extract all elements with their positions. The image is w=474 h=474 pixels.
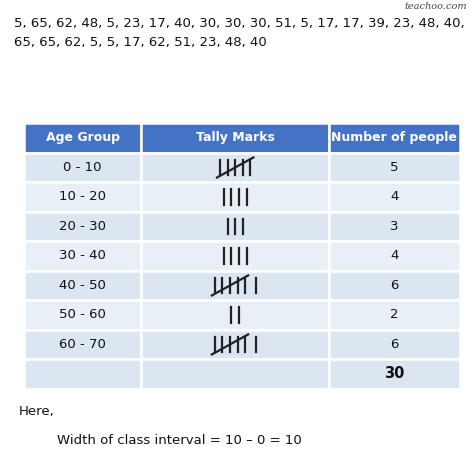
Text: Tally Marks: Tally Marks — [196, 131, 274, 145]
Text: Here,: Here, — [19, 405, 55, 418]
Bar — [329, 241, 460, 271]
Bar — [24, 212, 141, 241]
Bar — [329, 300, 460, 330]
Text: 10 - 20: 10 - 20 — [59, 191, 106, 203]
Bar — [24, 241, 141, 271]
Text: 6: 6 — [390, 338, 399, 351]
Bar — [24, 271, 141, 300]
Bar — [329, 271, 460, 300]
Bar — [24, 330, 141, 359]
Text: 5, 65, 62, 48, 5, 23, 17, 40, 30, 30, 30, 51, 5, 17, 17, 39, 23, 48, 40,: 5, 65, 62, 48, 5, 23, 17, 40, 30, 30, 30… — [14, 17, 465, 29]
Text: Age Group: Age Group — [46, 131, 119, 145]
Text: 30: 30 — [384, 366, 404, 382]
Text: 4: 4 — [390, 191, 399, 203]
Text: 5: 5 — [390, 161, 399, 174]
Bar — [329, 123, 460, 153]
Bar — [329, 212, 460, 241]
Bar — [141, 271, 329, 300]
Bar — [141, 123, 329, 153]
Bar — [329, 359, 460, 389]
Text: 30 - 40: 30 - 40 — [59, 249, 106, 263]
Bar — [141, 212, 329, 241]
Bar — [141, 359, 329, 389]
Bar — [141, 241, 329, 271]
Bar — [24, 153, 141, 182]
Text: Width of class interval = 10 – 0 = 10: Width of class interval = 10 – 0 = 10 — [57, 434, 301, 447]
Text: teachoo.com: teachoo.com — [404, 2, 467, 11]
Bar — [141, 153, 329, 182]
Bar — [141, 300, 329, 330]
Bar — [24, 300, 141, 330]
Text: 2: 2 — [390, 309, 399, 321]
Text: 0 - 10: 0 - 10 — [64, 161, 102, 174]
Text: 6: 6 — [390, 279, 399, 292]
Text: 4: 4 — [390, 249, 399, 263]
Bar — [24, 123, 141, 153]
Bar — [141, 182, 329, 212]
Text: 60 - 70: 60 - 70 — [59, 338, 106, 351]
Text: 40 - 50: 40 - 50 — [59, 279, 106, 292]
Text: 50 - 60: 50 - 60 — [59, 309, 106, 321]
Text: Number of people: Number of people — [331, 131, 457, 145]
Bar — [24, 182, 141, 212]
Text: 3: 3 — [390, 220, 399, 233]
Text: 20 - 30: 20 - 30 — [59, 220, 106, 233]
Bar — [141, 330, 329, 359]
Bar — [329, 153, 460, 182]
Bar — [329, 330, 460, 359]
Text: 65, 65, 62, 5, 5, 17, 62, 51, 23, 48, 40: 65, 65, 62, 5, 5, 17, 62, 51, 23, 48, 40 — [14, 36, 267, 48]
Bar — [24, 359, 141, 389]
Bar — [329, 182, 460, 212]
